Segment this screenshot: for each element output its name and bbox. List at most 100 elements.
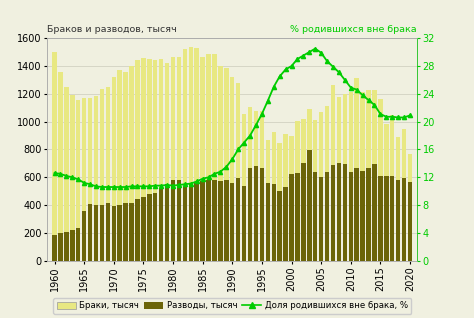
Bar: [277, 143, 282, 261]
Bar: [236, 178, 240, 261]
Bar: [58, 72, 63, 261]
Bar: [242, 114, 246, 261]
Bar: [248, 107, 252, 261]
Bar: [289, 136, 294, 261]
Bar: [384, 124, 389, 261]
Bar: [224, 68, 228, 261]
Bar: [177, 57, 181, 261]
Bar: [206, 54, 211, 261]
Bar: [319, 113, 323, 261]
Bar: [111, 77, 116, 261]
Bar: [218, 181, 223, 261]
Bar: [106, 86, 110, 261]
Bar: [360, 92, 365, 261]
Bar: [295, 173, 300, 261]
Bar: [165, 63, 169, 261]
Bar: [153, 60, 157, 261]
Bar: [82, 211, 86, 261]
Bar: [82, 98, 86, 261]
Bar: [331, 165, 335, 261]
Bar: [100, 205, 104, 261]
Bar: [76, 228, 81, 261]
Bar: [70, 94, 74, 261]
Bar: [212, 54, 217, 261]
Bar: [366, 90, 371, 261]
Bar: [88, 204, 92, 261]
Bar: [372, 90, 377, 261]
Bar: [360, 171, 365, 261]
Bar: [283, 134, 288, 261]
Bar: [337, 163, 341, 261]
Bar: [212, 180, 217, 261]
Bar: [88, 98, 92, 261]
Bar: [337, 97, 341, 261]
Bar: [159, 59, 164, 261]
Bar: [301, 119, 306, 261]
Bar: [396, 136, 401, 261]
Bar: [58, 233, 63, 261]
Bar: [70, 230, 74, 261]
Bar: [189, 47, 193, 261]
Bar: [313, 120, 318, 261]
Bar: [123, 203, 128, 261]
Bar: [396, 180, 401, 261]
Bar: [355, 168, 359, 261]
Legend: Браки, тысяч, Разводы, тысяч, Доля родившихся вне брака, %: Браки, тысяч, Разводы, тысяч, Доля родив…: [53, 298, 411, 314]
Bar: [177, 180, 181, 261]
Bar: [348, 172, 353, 261]
Bar: [242, 186, 246, 261]
Bar: [189, 184, 193, 261]
Bar: [135, 60, 140, 261]
Bar: [118, 71, 122, 261]
Bar: [206, 180, 211, 261]
Bar: [325, 172, 329, 261]
Bar: [236, 83, 240, 261]
Bar: [272, 183, 276, 261]
Bar: [224, 180, 228, 261]
Bar: [343, 163, 347, 261]
Bar: [289, 174, 294, 261]
Bar: [123, 72, 128, 261]
Bar: [64, 232, 69, 261]
Bar: [201, 181, 205, 261]
Bar: [283, 187, 288, 261]
Bar: [260, 168, 264, 261]
Bar: [295, 121, 300, 261]
Bar: [94, 96, 98, 261]
Bar: [390, 115, 394, 261]
Bar: [248, 168, 252, 261]
Bar: [165, 184, 169, 261]
Bar: [135, 199, 140, 261]
Bar: [408, 182, 412, 261]
Bar: [100, 89, 104, 261]
Bar: [301, 163, 306, 261]
Bar: [194, 183, 199, 261]
Bar: [171, 180, 175, 261]
Bar: [307, 150, 311, 261]
Bar: [313, 172, 318, 261]
Bar: [372, 164, 377, 261]
Bar: [64, 87, 69, 261]
Bar: [254, 111, 258, 261]
Bar: [141, 197, 146, 261]
Bar: [384, 176, 389, 261]
Bar: [378, 176, 383, 261]
Bar: [277, 191, 282, 261]
Bar: [230, 183, 235, 261]
Bar: [366, 168, 371, 261]
Bar: [129, 203, 134, 261]
Bar: [153, 193, 157, 261]
Bar: [402, 178, 406, 261]
Bar: [331, 85, 335, 261]
Bar: [106, 203, 110, 261]
Bar: [408, 154, 412, 261]
Bar: [52, 235, 57, 261]
Bar: [265, 140, 270, 261]
Bar: [52, 52, 57, 261]
Bar: [319, 177, 323, 261]
Bar: [348, 92, 353, 261]
Bar: [343, 94, 347, 261]
Bar: [76, 100, 81, 261]
Bar: [355, 78, 359, 261]
Bar: [118, 205, 122, 261]
